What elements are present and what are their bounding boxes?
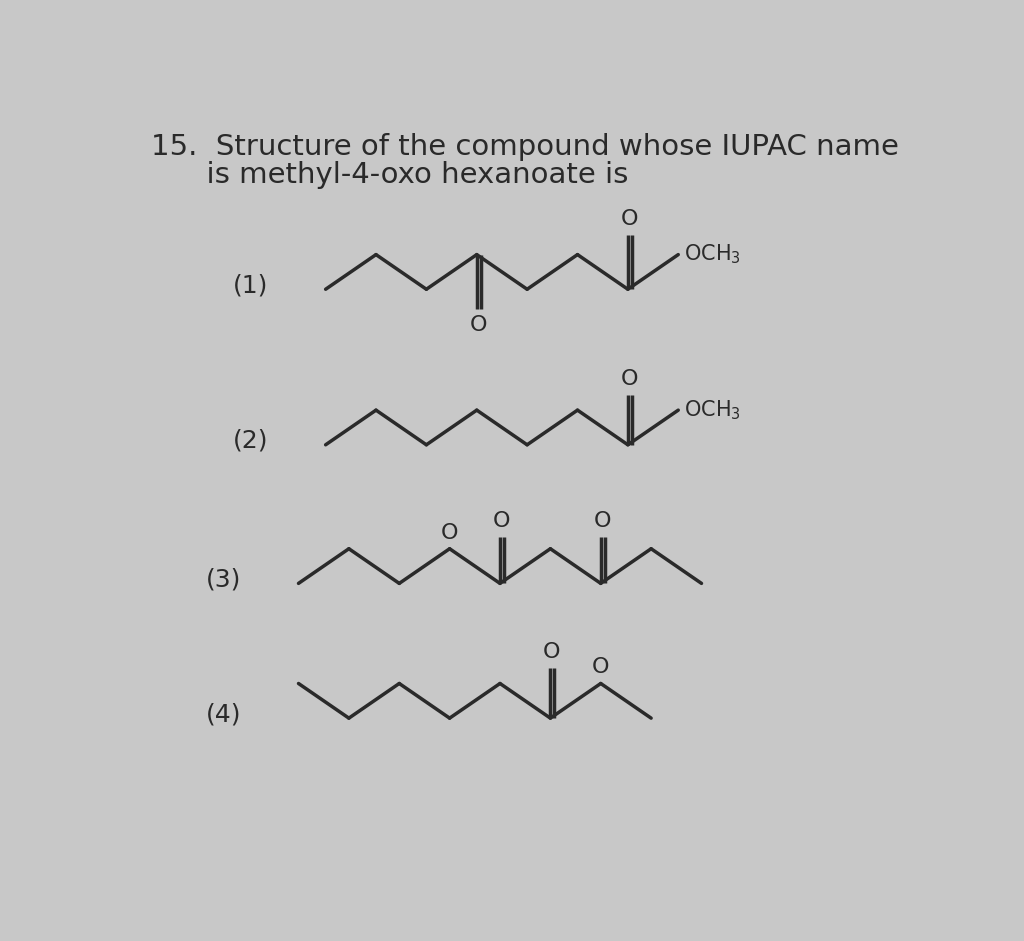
Text: (4): (4) xyxy=(206,702,241,726)
Text: (1): (1) xyxy=(232,274,268,297)
Text: O: O xyxy=(543,642,561,662)
Text: O: O xyxy=(493,511,510,531)
Text: O: O xyxy=(621,369,638,389)
Text: (3): (3) xyxy=(206,567,241,592)
Text: O: O xyxy=(470,314,487,335)
Text: O: O xyxy=(594,511,611,531)
Text: O: O xyxy=(621,209,638,230)
Text: OCH$_3$: OCH$_3$ xyxy=(684,398,741,422)
Text: is methyl-4-oxo hexanoate is: is methyl-4-oxo hexanoate is xyxy=(152,162,629,189)
Text: O: O xyxy=(592,658,609,678)
Text: O: O xyxy=(441,522,459,543)
Text: OCH$_3$: OCH$_3$ xyxy=(684,243,741,266)
Text: 15.  Structure of the compound whose IUPAC name: 15. Structure of the compound whose IUPA… xyxy=(152,133,899,161)
Text: (2): (2) xyxy=(232,429,268,453)
